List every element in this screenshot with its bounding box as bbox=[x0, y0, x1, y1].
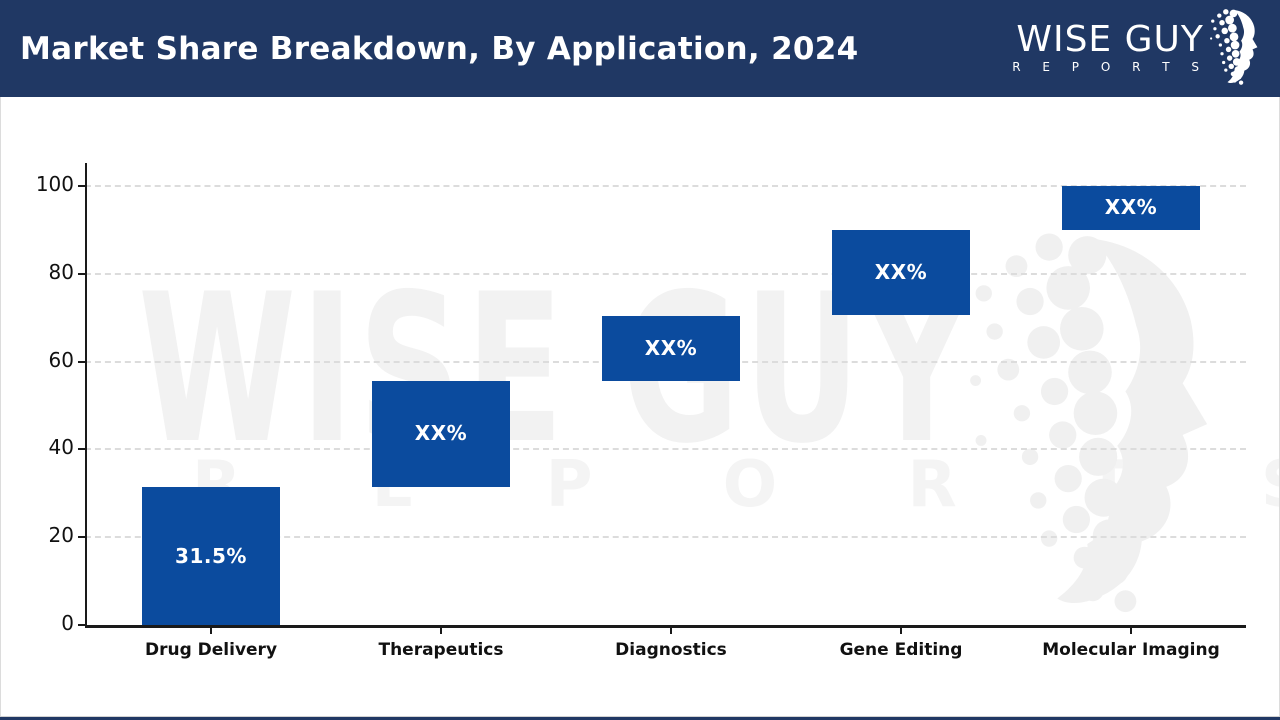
bar-value-label: 31.5% bbox=[175, 543, 247, 568]
watermark-wiseguy-text: WISE GUY bbox=[138, 251, 973, 489]
y-axis-tick-60 bbox=[78, 360, 86, 363]
y-axis-tick-label-100: 100 bbox=[35, 172, 74, 196]
x-axis-tick-1 bbox=[440, 627, 442, 634]
y-axis-tick-label-0: 0 bbox=[61, 611, 74, 635]
y-axis-tick-0 bbox=[78, 624, 86, 626]
y-axis-tick-label-80: 80 bbox=[48, 259, 74, 284]
logo-head-profile-icon bbox=[1210, 9, 1258, 85]
header-bar: Market Share Breakdown, By Application, … bbox=[0, 0, 1280, 97]
gridline-40 bbox=[85, 448, 1246, 451]
bar-value-label: XX% bbox=[1104, 195, 1158, 219]
logo-text: WISE GUY R E P O R T S bbox=[1012, 21, 1208, 74]
x-axis-tick-0 bbox=[210, 627, 212, 634]
chart-title: Market Share Breakdown, By Application, … bbox=[20, 30, 859, 67]
bar-diagnostics: XX% bbox=[602, 315, 740, 382]
gridline-20 bbox=[85, 536, 1246, 539]
x-axis-label-therapeutics: Therapeutics bbox=[378, 640, 504, 660]
bar-therapeutics: XX% bbox=[372, 381, 510, 487]
footer-bar bbox=[0, 717, 1280, 720]
canvas-bottom-border bbox=[0, 716, 1280, 717]
bar-value-label: XX% bbox=[644, 335, 698, 360]
wise-guy-reports-logo: WISE GUY R E P O R T S bbox=[1012, 8, 1264, 87]
x-axis-tick-2 bbox=[670, 627, 672, 634]
y-axis-tick-100 bbox=[78, 185, 86, 187]
x-axis-tick-4 bbox=[1130, 627, 1132, 634]
canvas-left-border bbox=[0, 97, 1, 716]
y-axis-tick-label-60: 60 bbox=[48, 347, 74, 372]
y-axis-tick-40 bbox=[78, 448, 86, 451]
bar-gene-editing: XX% bbox=[832, 229, 970, 316]
gridline-80 bbox=[85, 272, 1246, 275]
x-axis-label-diagnostics: Diagnostics bbox=[615, 640, 727, 660]
watermark-head-profile-icon bbox=[970, 233, 1208, 613]
logo-tagline-text: R E P O R T S bbox=[1012, 59, 1208, 74]
y-axis-tick-label-40: 40 bbox=[48, 435, 74, 460]
bar-drug-delivery: 31.5% bbox=[142, 486, 280, 625]
x-axis-tick-3 bbox=[900, 627, 902, 634]
bar-value-label: XX% bbox=[874, 259, 928, 284]
y-axis-line bbox=[85, 163, 87, 627]
x-axis-label-gene-editing: Gene Editing bbox=[839, 640, 963, 660]
bar-molecular-imaging: XX% bbox=[1062, 186, 1200, 230]
x-axis-line bbox=[85, 625, 1246, 628]
gridline-100 bbox=[85, 185, 1246, 187]
bar-value-label: XX% bbox=[414, 421, 468, 446]
x-axis-label-drug-delivery: Drug Delivery bbox=[144, 640, 278, 660]
y-axis-tick-20 bbox=[78, 536, 86, 539]
y-axis-tick-label-20: 20 bbox=[48, 523, 74, 548]
x-axis-label-molecular-imaging: Molecular Imaging bbox=[1042, 640, 1220, 660]
y-axis-tick-80 bbox=[78, 272, 86, 275]
logo-name-text: WISE GUY bbox=[1016, 19, 1204, 61]
